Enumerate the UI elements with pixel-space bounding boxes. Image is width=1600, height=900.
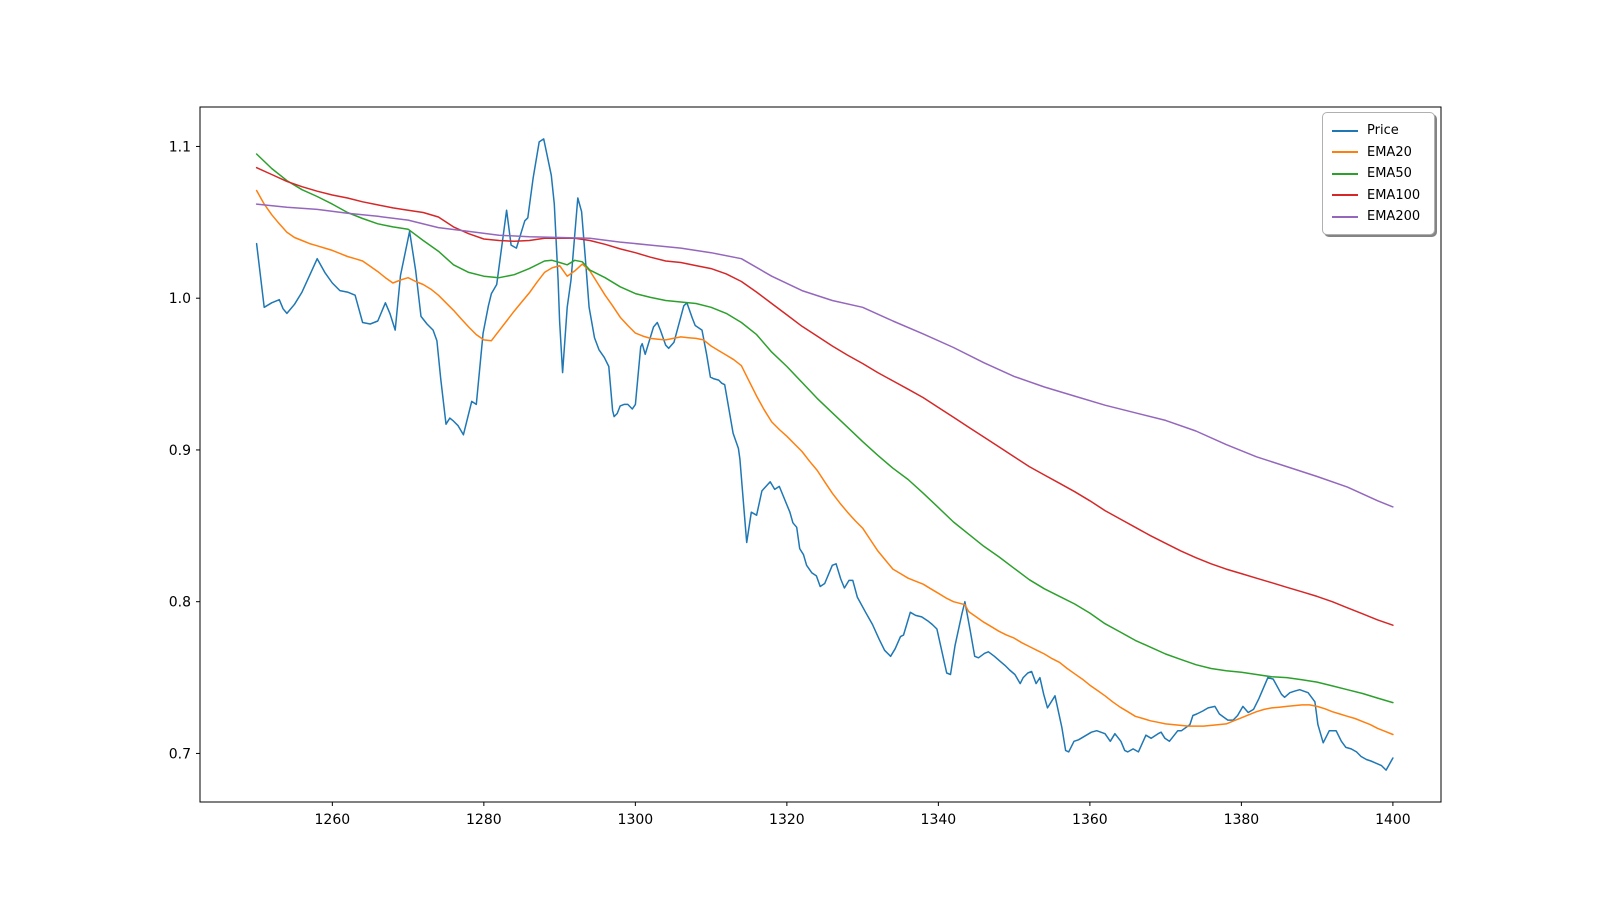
legend-label: Price (1367, 123, 1399, 139)
y-tick-label: 1.1 (169, 139, 191, 155)
legend-swatch-ema50 (1332, 172, 1358, 175)
series-ema100-line (255, 166, 1394, 626)
series-ema200-line (255, 203, 1394, 508)
legend-swatch-price (1332, 129, 1358, 132)
y-tick-label: 1.0 (169, 291, 191, 307)
x-tick-label: 1280 (466, 812, 502, 828)
x-tick-label: 1380 (1224, 812, 1260, 828)
legend-label: EMA20 (1367, 144, 1412, 160)
legend-item-ema200: EMA200 (1332, 206, 1425, 228)
legend-item-ema100: EMA100 (1332, 185, 1425, 207)
x-tick-label: 1260 (315, 812, 351, 828)
series-ema50-line (255, 153, 1394, 704)
x-tick-label: 1360 (1072, 812, 1108, 828)
plot-frame (199, 106, 1442, 803)
x-tick-label: 1320 (769, 812, 805, 828)
series-ema20-line (255, 189, 1394, 736)
legend-item-price: Price (1332, 120, 1425, 142)
x-tick-label: 1340 (921, 812, 957, 828)
x-tick-label: 1400 (1375, 812, 1411, 828)
legend-item-ema50: EMA50 (1332, 163, 1425, 185)
y-tick-label: 0.8 (169, 595, 191, 611)
series-price-line (255, 138, 1394, 771)
y-tick-label: 0.7 (169, 746, 191, 762)
legend-label: EMA100 (1367, 187, 1421, 203)
y-tick-label: 0.9 (169, 443, 191, 459)
legend-item-ema20: EMA20 (1332, 142, 1425, 164)
legend-label: EMA50 (1367, 166, 1412, 182)
legend: Price EMA20 EMA50 EMA100 EMA200 (1322, 112, 1435, 235)
legend-swatch-ema20 (1332, 151, 1358, 154)
legend-swatch-ema100 (1332, 194, 1358, 197)
x-tick-label: 1300 (618, 812, 654, 828)
legend-swatch-ema200 (1332, 215, 1358, 218)
legend-label: EMA200 (1367, 209, 1421, 225)
